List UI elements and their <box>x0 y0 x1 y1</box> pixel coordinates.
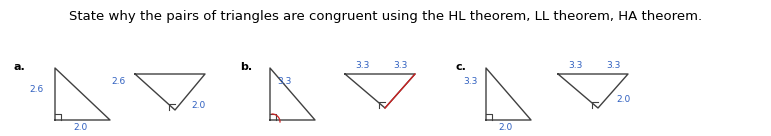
Text: 3.3: 3.3 <box>463 78 477 86</box>
Text: 2.0: 2.0 <box>616 95 630 104</box>
Text: State why the pairs of triangles are congruent using the HL theorem, LL theorem,: State why the pairs of triangles are con… <box>69 10 702 23</box>
Text: 3.3: 3.3 <box>277 78 291 86</box>
Text: 2.6: 2.6 <box>29 86 43 95</box>
Text: c.: c. <box>456 62 467 72</box>
Text: 2.0: 2.0 <box>498 123 512 132</box>
Text: 2.0: 2.0 <box>191 101 205 109</box>
Text: 3.3: 3.3 <box>392 61 407 69</box>
Text: 3.3: 3.3 <box>355 61 369 69</box>
Text: 2.0: 2.0 <box>73 123 87 132</box>
Text: 3.3: 3.3 <box>567 61 582 69</box>
Text: 3.3: 3.3 <box>606 61 620 69</box>
Text: 2.6: 2.6 <box>111 78 125 86</box>
Text: b.: b. <box>240 62 252 72</box>
Text: a.: a. <box>14 62 25 72</box>
